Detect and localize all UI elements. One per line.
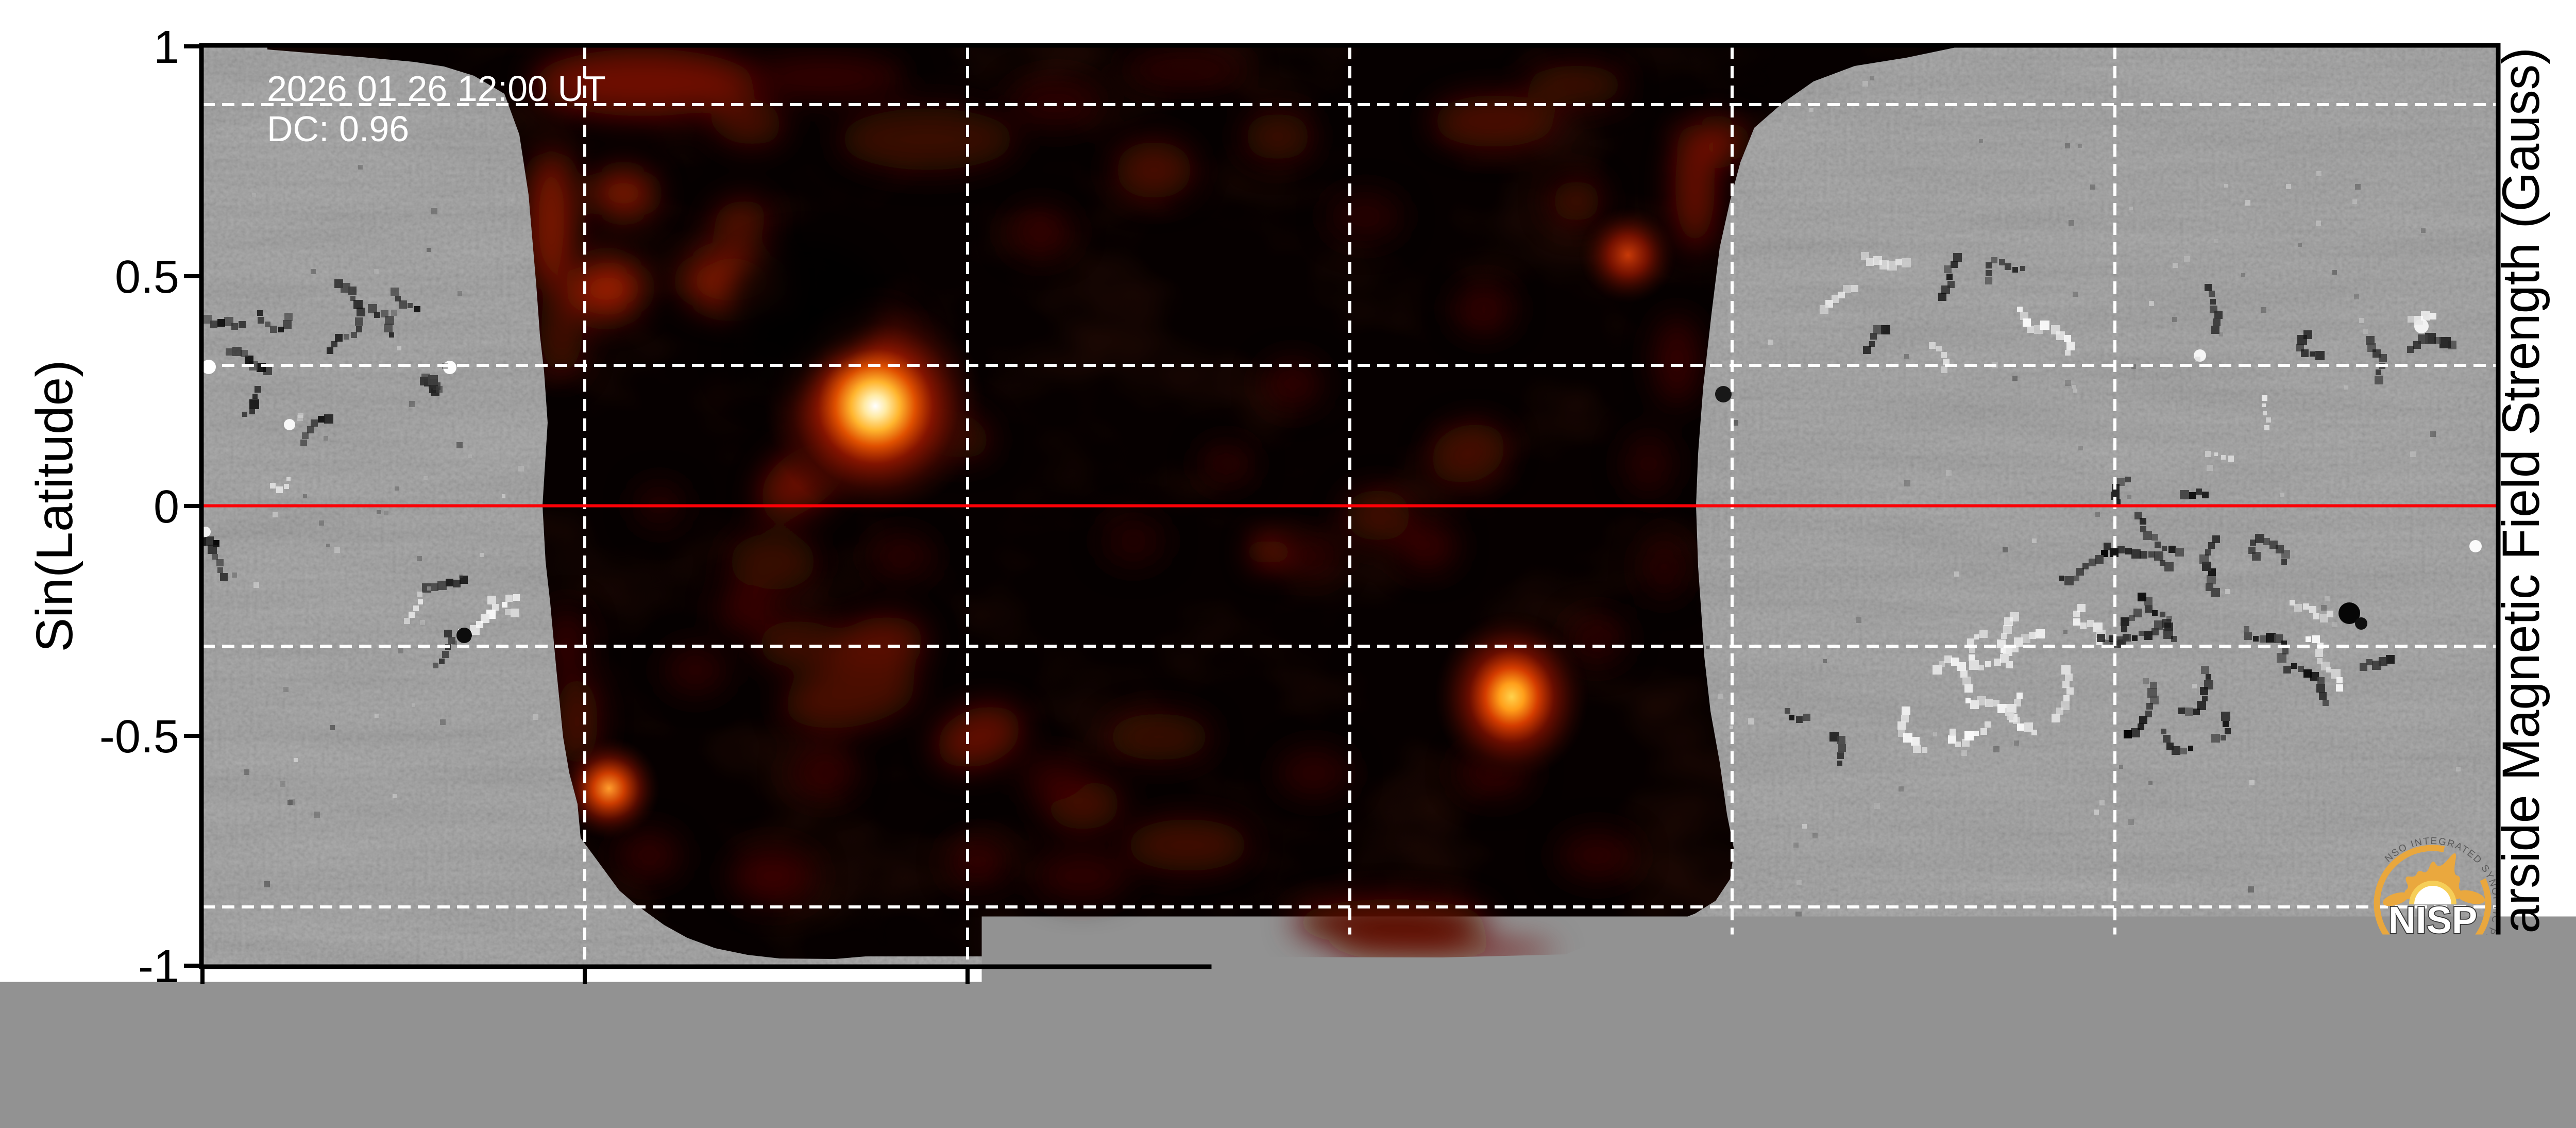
svg-text:300: 300 xyxy=(2076,993,2154,1045)
svg-text:Carrington Longitude: Carrington Longitude xyxy=(1109,1054,1590,1112)
svg-text:180: 180 xyxy=(1311,993,1388,1045)
svg-text:Farside Magnetic Field Strengt: Farside Magnetic Field Strength (Gauss) xyxy=(2492,47,2550,965)
svg-text:0.5: 0.5 xyxy=(115,251,179,303)
svg-text:120: 120 xyxy=(929,993,1006,1045)
svg-text:360: 360 xyxy=(2459,993,2536,1045)
svg-text:0: 0 xyxy=(190,993,215,1045)
svg-text:NISP: NISP xyxy=(2388,899,2478,941)
svg-text:DC: 0.96: DC: 0.96 xyxy=(267,109,409,149)
svg-text:-0.5: -0.5 xyxy=(99,711,179,763)
svg-text:60: 60 xyxy=(559,993,611,1045)
svg-text:0: 0 xyxy=(154,481,179,533)
svg-text:-1: -1 xyxy=(138,941,179,992)
svg-text:2026 01 26 12:00 UT: 2026 01 26 12:00 UT xyxy=(267,69,606,109)
svg-text:240: 240 xyxy=(1693,993,1771,1045)
svg-text:1: 1 xyxy=(154,22,179,73)
svg-text:Sin(Latitude): Sin(Latitude) xyxy=(26,360,83,652)
